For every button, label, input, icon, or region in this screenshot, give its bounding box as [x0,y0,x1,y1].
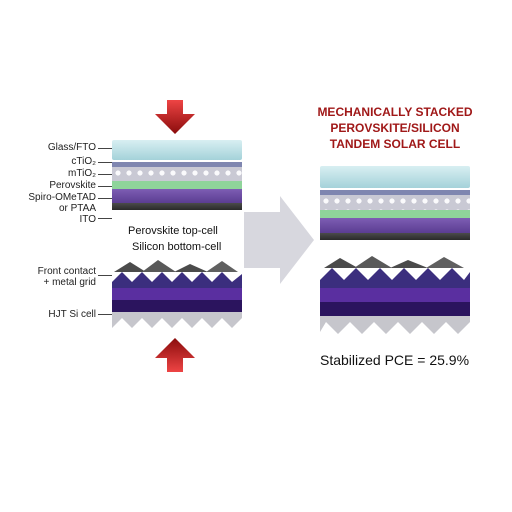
layer-ito [320,233,470,240]
layer-glass [320,166,470,188]
title-line-1: MECHANICALLY STACKED [317,105,472,119]
label-glass-fto: Glass/FTO [30,142,96,153]
label-ptaa: or PTAA [30,203,96,214]
silicon-stack-left [112,258,242,332]
layer-glass [112,140,242,160]
arrow-bottom-up-icon [155,336,195,372]
caption-top-cell: Perovskite top-cell [128,225,218,237]
title-block: MECHANICALLY STACKED PEROVSKITE/SILICON … [310,104,480,153]
label-front-contact: Front contact [22,266,96,277]
layer-spiro [112,189,242,203]
label-mtio2: mTiO₂ [30,168,96,179]
label-ito: ITO [30,214,96,225]
caption-bottom-cell: Silicon bottom-cell [132,241,221,253]
leader-line [98,198,112,199]
title-line-2: PEROVSKITE/SILICON [330,121,459,135]
result-text: Stabilized PCE = 25.9% [320,352,469,368]
label-hjt: HJT Si cell [22,309,96,320]
label-perovskite: Perovskite [30,180,96,191]
label-spiro: Spiro-OMeTAD [16,192,96,203]
leader-line [98,186,112,187]
layer-perovskite [320,210,470,218]
layer-mtio2 [320,195,470,210]
leader-line [98,275,112,276]
silicon-stack-right [320,254,470,336]
layer-perovskite [112,181,242,189]
title-line-3: TANDEM SOLAR CELL [330,137,460,151]
layer-spiro [320,218,470,233]
label-ctio2: cTiO₂ [30,156,96,167]
layer-mtio2 [112,167,242,181]
leader-line [98,148,112,149]
layer-ito [112,203,242,210]
perovskite-stack-left [112,140,242,222]
leader-line [98,218,112,219]
label-metal-grid: + metal grid [22,277,96,288]
combine-arrow-icon [244,196,314,289]
leader-line [98,314,112,315]
perovskite-stack-right [320,166,470,244]
arrow-top-down-icon [155,100,195,136]
leader-line [98,174,112,175]
leader-line [98,162,112,163]
